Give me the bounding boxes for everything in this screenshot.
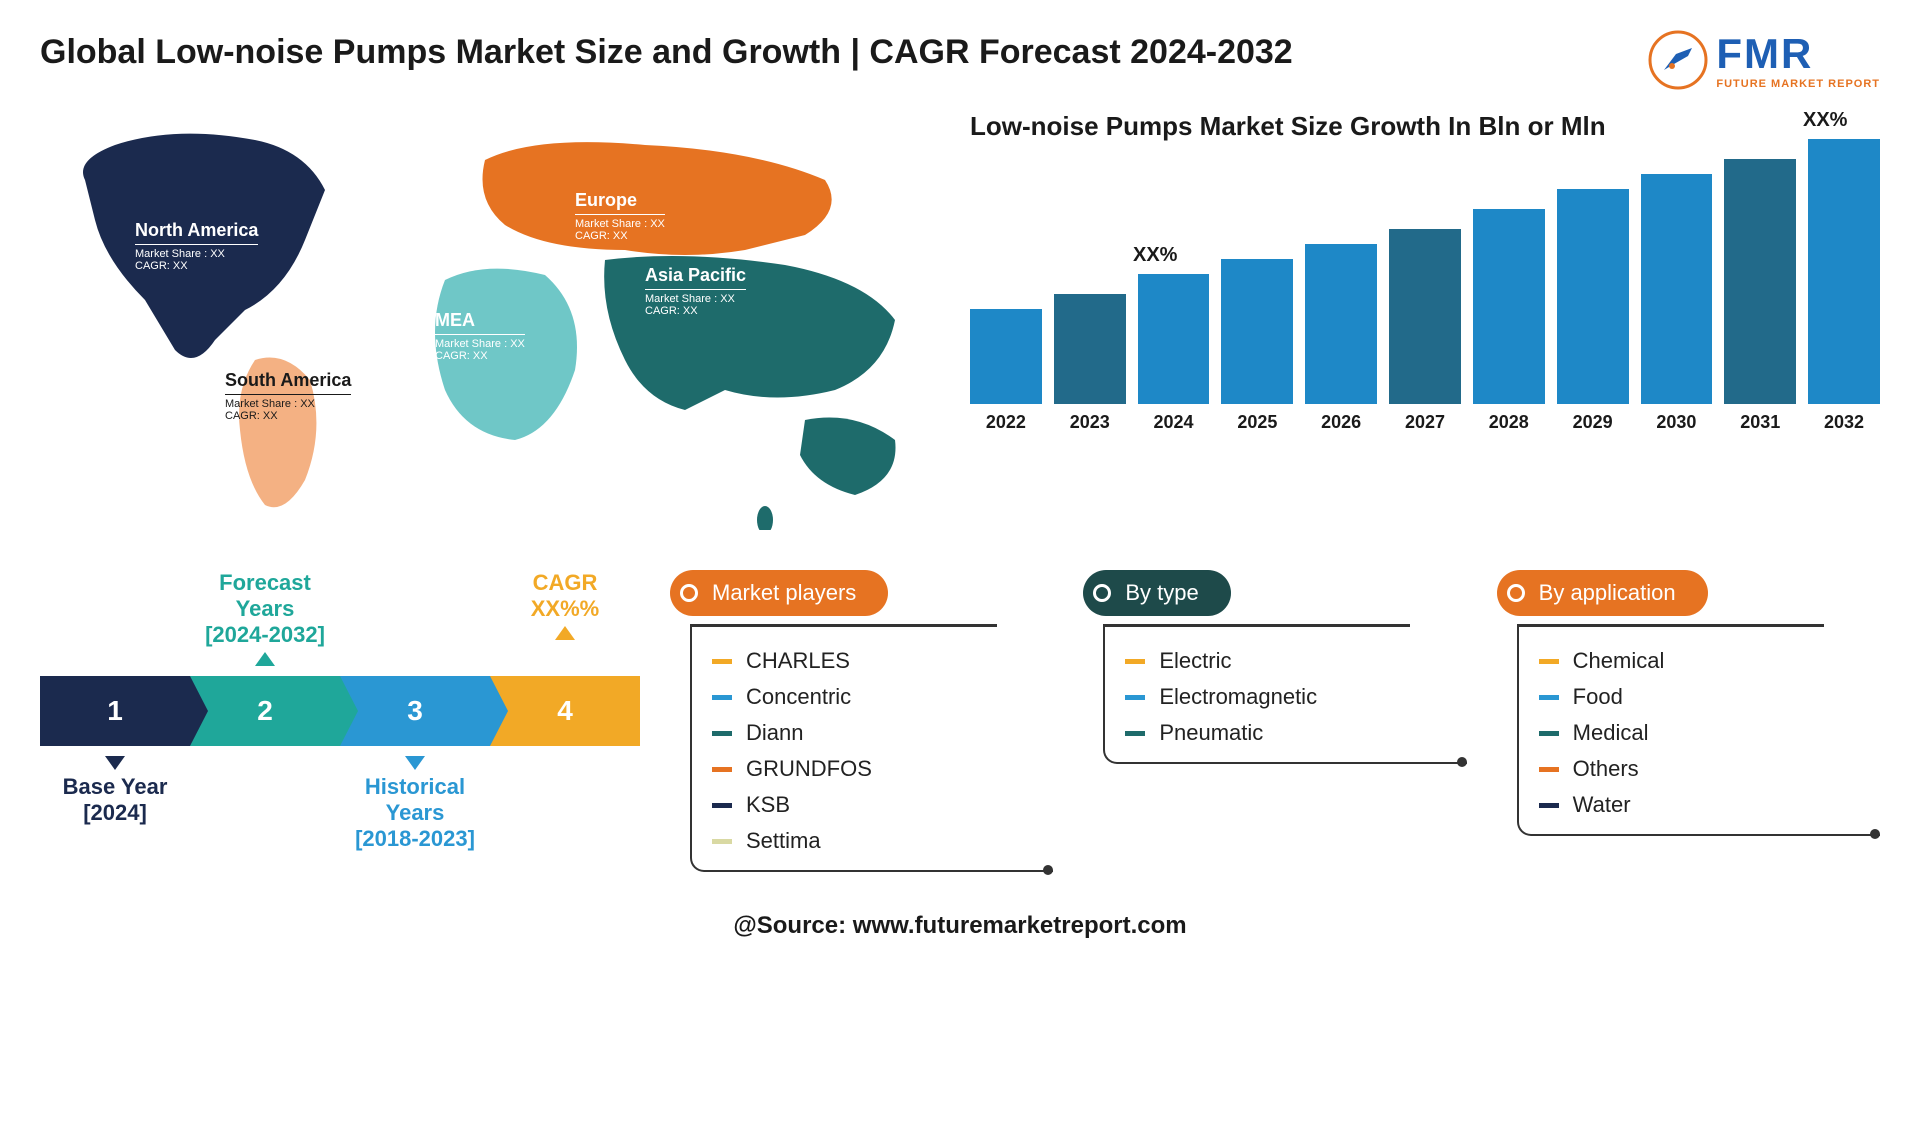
chart-title: Low-noise Pumps Market Size Growth In Bl… (970, 110, 1880, 143)
map-region-south-america: South AmericaMarket Share : XXCAGR: XX (225, 370, 351, 422)
category-item: Water (1539, 792, 1880, 818)
timeline-label-bottom: Historical Years[2018-2023] (340, 752, 490, 852)
logo-text: FMR (1716, 30, 1880, 78)
category-item: Chemical (1539, 648, 1880, 674)
header: Global Low-noise Pumps Market Size and G… (40, 30, 1880, 90)
world-map: North AmericaMarket Share : XXCAGR: XX So… (40, 110, 950, 530)
logo: FMR FUTURE MARKET REPORT (1648, 30, 1880, 90)
bar-2023: 2023 (1054, 294, 1126, 433)
category-header: By application (1497, 570, 1708, 616)
category-market-players: Market players CHARLES Concentric Diann GRUN… (670, 570, 1053, 872)
bar-2025: 2025 (1221, 259, 1293, 433)
chart-annotation: XX% (1133, 244, 1177, 267)
page-title: Global Low-noise Pumps Market Size and G… (40, 30, 1293, 74)
bar-2029: 2029 (1557, 189, 1629, 433)
timeline-label-top: Forecast Years[2024-2032] (190, 570, 340, 670)
category-header: Market players (670, 570, 888, 616)
bar-2022: 2022 (970, 309, 1042, 433)
category-header: By type (1083, 570, 1230, 616)
logo-subtitle: FUTURE MARKET REPORT (1716, 78, 1880, 90)
map-region-asia-pacific: Asia PacificMarket Share : XXCAGR: XX (645, 265, 746, 317)
category-item: Concentric (712, 684, 1053, 710)
timeline: Forecast Years[2024-2032] CAGRXX%% 1234 B… (40, 570, 640, 872)
timeline-segment-4: 4 (490, 676, 640, 746)
map-region-mea: MEAMarket Share : XXCAGR: XX (435, 310, 525, 362)
category-by-application: By application Chemical Food Medical Others W… (1497, 570, 1880, 872)
bar-chart: Low-noise Pumps Market Size Growth In Bl… (970, 110, 1880, 530)
timeline-segment-2: 2 (190, 676, 340, 746)
category-item: Settima (712, 828, 1053, 854)
map-region-europe: EuropeMarket Share : XXCAGR: XX (575, 190, 665, 242)
bar-2028: 2028 (1473, 209, 1545, 433)
category-item: CHARLES (712, 648, 1053, 674)
category-item: Pneumatic (1125, 720, 1466, 746)
bar-2032: 2032 (1808, 139, 1880, 433)
category-item: Others (1539, 756, 1880, 782)
bar-2026: 2026 (1305, 244, 1377, 433)
map-region-north-america: North AmericaMarket Share : XXCAGR: XX (135, 220, 258, 272)
bar-2027: 2027 (1389, 229, 1461, 433)
category-by-type: By type Electric Electromagnetic Pneumatic (1083, 570, 1466, 872)
category-item: Electric (1125, 648, 1466, 674)
bar-2031: 2031 (1724, 159, 1796, 433)
lower-row: Forecast Years[2024-2032] CAGRXX%% 1234 B… (40, 570, 1880, 872)
category-item: GRUNDFOS (712, 756, 1053, 782)
category-item: KSB (712, 792, 1053, 818)
telescope-icon (1648, 30, 1708, 90)
category-item: Electromagnetic (1125, 684, 1466, 710)
bar-2024: 2024 (1138, 274, 1210, 433)
timeline-label-top: CAGRXX%% (490, 570, 640, 670)
category-item: Diann (712, 720, 1053, 746)
chart-annotation: XX% (1803, 109, 1847, 132)
chart-bars: 2022202320242025202620272028202920302031… (970, 153, 1880, 433)
category-item: Food (1539, 684, 1880, 710)
source-attribution: @Source: www.futuremarketreport.com (40, 912, 1880, 940)
timeline-label-bottom: Base Year[2024] (40, 752, 190, 852)
bar-2030: 2030 (1641, 174, 1713, 433)
timeline-segment-3: 3 (340, 676, 490, 746)
upper-row: North AmericaMarket Share : XXCAGR: XX So… (40, 110, 1880, 530)
timeline-segment-1: 1 (40, 676, 190, 746)
category-item: Medical (1539, 720, 1880, 746)
